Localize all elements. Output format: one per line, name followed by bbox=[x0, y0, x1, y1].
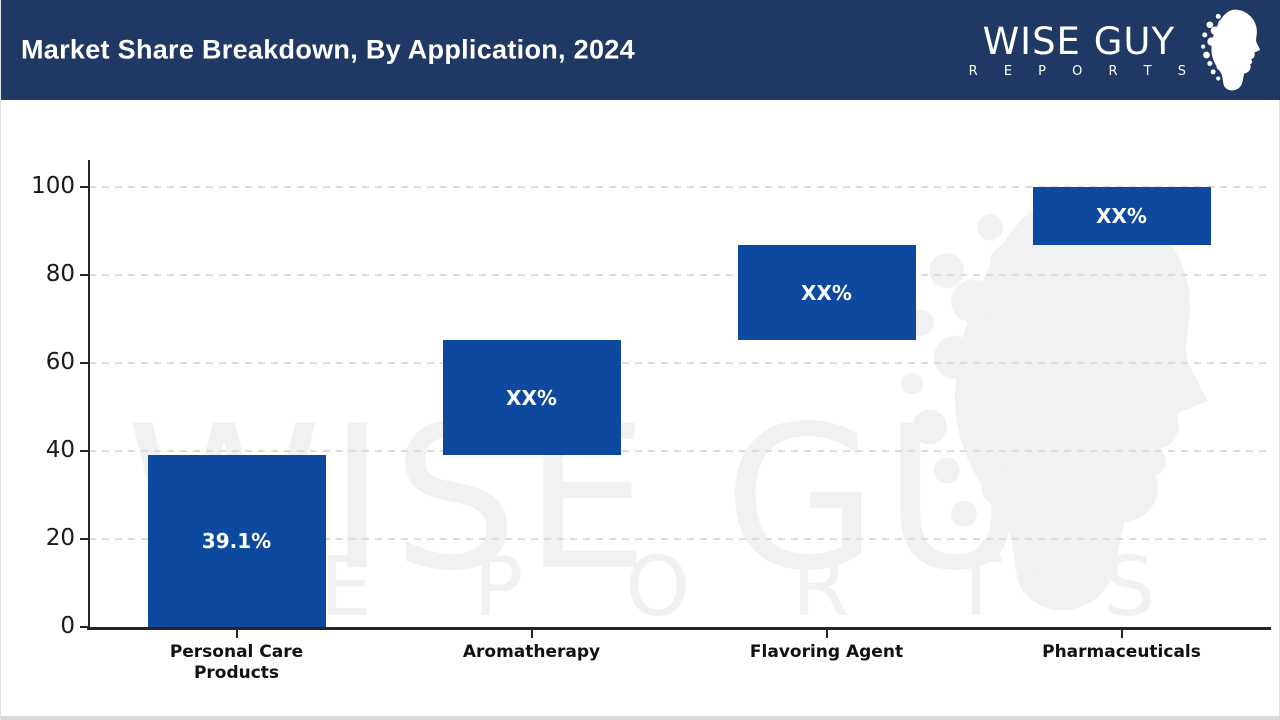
logo-subtitle: R E P O R T S bbox=[968, 63, 1197, 79]
x-axis-tick bbox=[530, 630, 533, 638]
chart-area: WISE GUY R E P O R T S 0 20 40 60 80 100 39.1%… bbox=[1, 100, 1280, 716]
y-axis-tick bbox=[80, 450, 88, 452]
gridline-20 bbox=[89, 538, 1269, 540]
x-axis-line bbox=[87, 627, 1271, 630]
y-axis-tick bbox=[80, 186, 88, 188]
y-axis-tick-label: 60 bbox=[45, 349, 75, 375]
y-axis-tick-label: 40 bbox=[45, 437, 75, 463]
x-axis-category-label: Flavoring Agent bbox=[749, 642, 904, 662]
y-axis-tick-label: 80 bbox=[45, 261, 75, 287]
y-axis-tick-label: 100 bbox=[31, 173, 75, 199]
logo-wordmark: WISE GUY bbox=[982, 19, 1176, 63]
y-axis-tick bbox=[80, 362, 88, 364]
bar-value-label: XX% bbox=[1096, 204, 1147, 229]
gridline-80 bbox=[89, 274, 1269, 276]
bar-personal-care-products bbox=[147, 454, 326, 627]
bar-flavoring-agent bbox=[737, 245, 916, 341]
header-bar: Market Share Breakdown, By Application, … bbox=[1, 0, 1280, 100]
y-axis-tick-label: 20 bbox=[45, 525, 75, 551]
gridline-60 bbox=[89, 362, 1269, 364]
gridline-40 bbox=[89, 450, 1269, 452]
bar-aromatherapy bbox=[442, 340, 621, 455]
bar-value-label: 39.1% bbox=[201, 528, 272, 553]
wiseguy-logo-text: WISE GUY R E P O R T S bbox=[961, 19, 1197, 79]
y-axis-tick-label: 0 bbox=[60, 613, 75, 639]
watermark-head-icon bbox=[886, 172, 1216, 630]
gridline-100 bbox=[89, 186, 1269, 188]
x-axis-tick bbox=[825, 630, 828, 638]
y-axis-tick bbox=[80, 626, 88, 628]
x-axis-category-label: Pharmaceuticals bbox=[1042, 642, 1201, 662]
y-axis-tick bbox=[80, 274, 88, 276]
bar-value-label: XX% bbox=[801, 280, 852, 305]
footer-divider bbox=[1, 716, 1280, 720]
x-axis-tick bbox=[235, 630, 238, 638]
bar-value-label: XX% bbox=[506, 385, 557, 410]
wiseguy-logo: WISE GUY R E P O R T S bbox=[961, 8, 1269, 92]
x-axis-category-label: Personal Care Products bbox=[169, 642, 304, 683]
y-axis-tick bbox=[80, 538, 88, 540]
x-axis-tick bbox=[1120, 630, 1123, 638]
bar-pharmaceuticals bbox=[1032, 187, 1211, 246]
wiseguy-head-icon bbox=[1191, 8, 1269, 92]
y-axis-line bbox=[88, 160, 90, 629]
page-title: Market Share Breakdown, By Application, … bbox=[21, 34, 635, 65]
x-axis-category-label: Aromatherapy bbox=[462, 642, 601, 662]
